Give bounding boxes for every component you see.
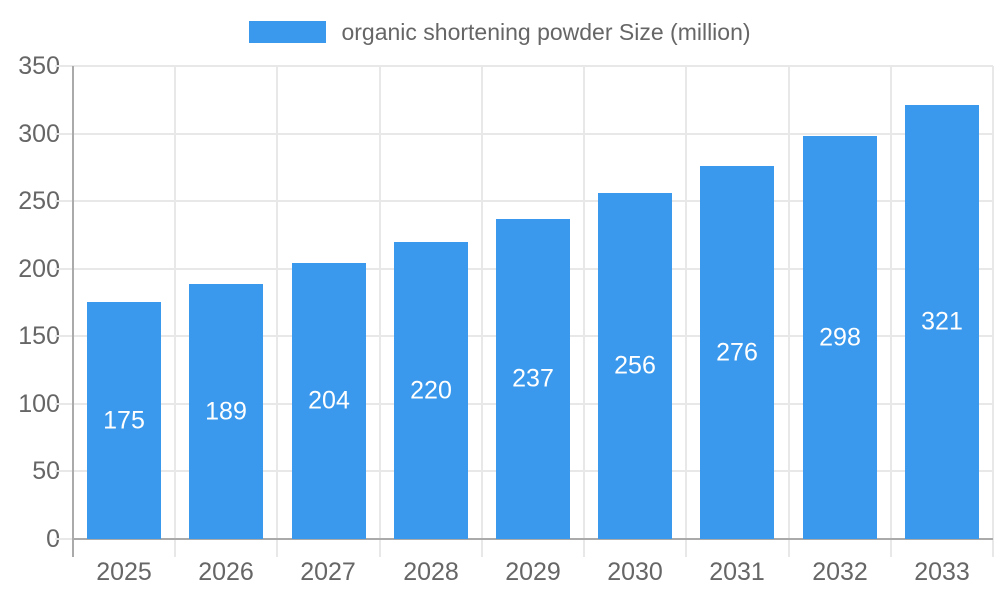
gridline-x-9 bbox=[992, 66, 994, 557]
bar-value-label-2026: 189 bbox=[205, 397, 247, 425]
legend-swatch-icon bbox=[249, 21, 327, 43]
legend[interactable]: organic shortening powder Size (million) bbox=[0, 17, 1000, 47]
x-tick-label-2026: 2026 bbox=[198, 558, 254, 586]
bar-2028[interactable]: 220 bbox=[394, 242, 468, 539]
gridline-x-4 bbox=[481, 66, 483, 557]
gridline-x-2 bbox=[276, 66, 278, 557]
bar-2033[interactable]: 321 bbox=[905, 105, 979, 539]
bar-value-label-2031: 276 bbox=[716, 338, 758, 366]
x-tick-label-2030: 2030 bbox=[607, 558, 663, 586]
bar-value-label-2025: 175 bbox=[103, 406, 145, 434]
legend-label: organic shortening powder Size (million) bbox=[341, 18, 751, 45]
bar-value-label-2032: 298 bbox=[819, 323, 861, 351]
x-tick-label-2027: 2027 bbox=[300, 558, 356, 586]
gridline-y-250 bbox=[55, 200, 993, 203]
gridline-x-5 bbox=[583, 66, 585, 557]
bar-value-label-2028: 220 bbox=[410, 376, 452, 404]
y-tick-label-50: 50 bbox=[32, 457, 60, 486]
y-axis-line bbox=[72, 66, 74, 557]
x-tick-label-2032: 2032 bbox=[812, 558, 868, 586]
x-tick-label-2029: 2029 bbox=[505, 558, 561, 586]
bar-2032[interactable]: 298 bbox=[803, 136, 877, 539]
bar-2031[interactable]: 276 bbox=[700, 166, 774, 539]
gridline-x-7 bbox=[788, 66, 790, 557]
bar-value-label-2029: 237 bbox=[512, 364, 554, 393]
bar-value-label-2033: 321 bbox=[921, 307, 963, 336]
gridline-x-1 bbox=[174, 66, 176, 557]
plot-area: 175 189 204 220 237 256 276 298 321 bbox=[55, 65, 994, 557]
gridline-x-3 bbox=[379, 66, 381, 557]
x-tick-label-2028: 2028 bbox=[403, 558, 459, 586]
bar-2029[interactable]: 237 bbox=[496, 219, 570, 539]
gridline-y-350 bbox=[55, 65, 993, 67]
bar-2027[interactable]: 204 bbox=[292, 263, 366, 539]
gridline-x-6 bbox=[685, 66, 687, 557]
x-tick-label-2033: 2033 bbox=[914, 558, 970, 586]
bar-value-label-2027: 204 bbox=[308, 386, 350, 415]
x-tick-label-2025: 2025 bbox=[96, 558, 152, 586]
gridline-x-8 bbox=[890, 66, 892, 557]
x-axis-line bbox=[73, 538, 993, 540]
y-tick-label-200: 200 bbox=[18, 254, 60, 283]
y-tick-label-250: 250 bbox=[18, 187, 60, 216]
bar-2026[interactable]: 189 bbox=[189, 284, 263, 539]
bar-2025[interactable]: 175 bbox=[87, 302, 161, 539]
y-tick-label-350: 350 bbox=[18, 52, 60, 80]
y-tick-0 bbox=[55, 538, 73, 540]
y-tick-label-0: 0 bbox=[46, 525, 60, 553]
y-tick-label-150: 150 bbox=[18, 322, 60, 351]
x-tick-label-2031: 2031 bbox=[709, 558, 765, 586]
x-axis-labels: 2025 2026 2027 2028 2029 2030 2031 2032 2033 bbox=[73, 556, 993, 588]
y-tick-label-100: 100 bbox=[18, 389, 60, 418]
bar-2030[interactable]: 256 bbox=[598, 193, 672, 539]
y-axis-labels: 0 50 100 150 200 250 300 350 bbox=[0, 52, 60, 553]
y-tick-label-300: 300 bbox=[18, 119, 60, 148]
gridline-y-300 bbox=[55, 132, 993, 135]
bar-value-label-2030: 256 bbox=[614, 351, 656, 380]
